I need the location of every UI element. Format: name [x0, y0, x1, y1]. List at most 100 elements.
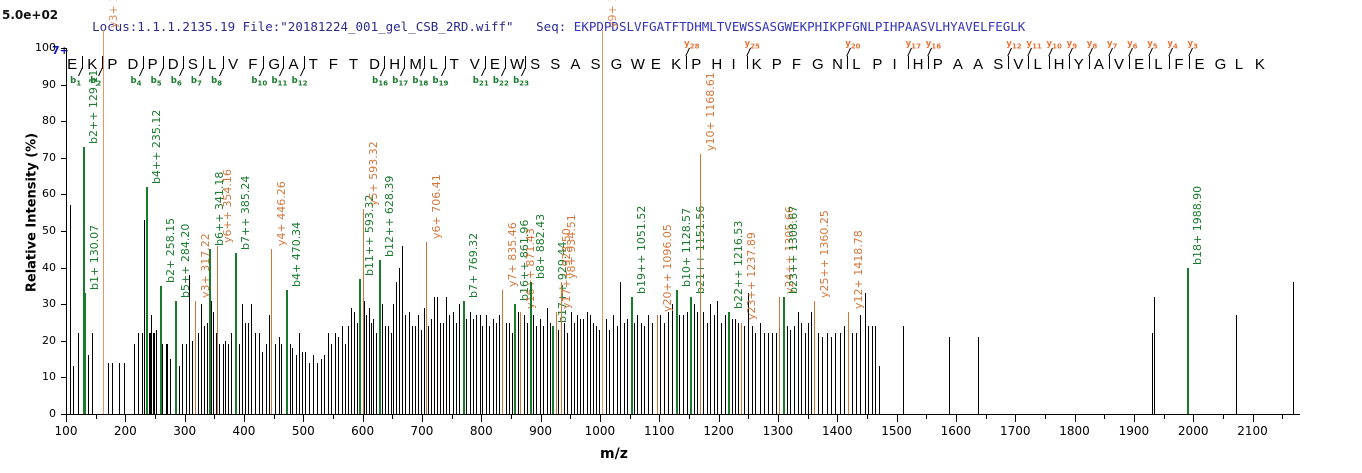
- peak-bar: [797, 311, 799, 414]
- y-axis-tick: [61, 157, 66, 159]
- peak-label: b12++ 628.39: [383, 175, 397, 258]
- peak-bar: [269, 315, 271, 414]
- peak-bar: [620, 282, 622, 414]
- peak-bar: [524, 315, 525, 414]
- x-axis-tick-label: 2100: [1237, 424, 1268, 438]
- peak-bar: [278, 337, 280, 414]
- b-ion-cleavage-tail: [138, 67, 144, 77]
- y-ion-cleavage-bar: [1108, 56, 1110, 69]
- peak-bar: [536, 326, 538, 414]
- x-axis-tick: [955, 415, 957, 422]
- peak-bar: [542, 326, 544, 414]
- peak-bar: [496, 322, 498, 414]
- peak-bar: [775, 333, 777, 414]
- sequence-residue: S: [187, 56, 198, 73]
- peak-label: y6++ 354.16: [220, 168, 234, 243]
- x-axis-minor-tick: [1044, 415, 1046, 419]
- y-ion-marker-label: y28: [684, 39, 700, 51]
- peak-bar: [69, 205, 71, 414]
- peak-bar: [864, 293, 866, 414]
- peak-bar: [817, 333, 819, 414]
- peak-bar: [165, 344, 167, 414]
- b-ion-cleavage-tail: [500, 67, 506, 77]
- b-ion-marker-label: b2: [90, 76, 102, 88]
- peak-bar: [152, 333, 154, 414]
- sequence-residue: H: [912, 56, 924, 73]
- sequence-residue: A: [952, 56, 963, 73]
- sequence-residue: D: [167, 56, 179, 73]
- y-axis-tick-label: 0: [49, 407, 56, 420]
- annotated-peak-bar: [362, 209, 364, 414]
- y-ion-cleavage-bar: [1008, 56, 1010, 69]
- peak-bar: [852, 333, 854, 414]
- x-axis-tick: [599, 415, 601, 422]
- peak-bar: [759, 322, 761, 414]
- annotated-peak-bar: [783, 296, 786, 414]
- peak-label: b10+ 1128.57: [680, 207, 694, 287]
- y-ion-cleavage-bar: [1189, 56, 1191, 69]
- peak-bar: [1235, 315, 1237, 414]
- sequence-residue: D: [127, 56, 139, 73]
- peak-bar: [623, 322, 625, 414]
- peak-bar: [292, 348, 294, 414]
- x-axis-tick-label: 800: [469, 424, 493, 438]
- sequence-residue: F: [248, 56, 258, 73]
- peak-bar: [706, 322, 708, 414]
- y-ion-cleavage-bar: [1149, 56, 1151, 69]
- sequence-residue: P: [147, 56, 158, 73]
- annotated-peak-bar: [520, 311, 522, 414]
- peak-bar: [567, 333, 569, 414]
- b-ion-cleavage-bar: [384, 56, 386, 69]
- peak-bar: [443, 322, 445, 414]
- annotated-peak-bar: [561, 282, 563, 414]
- peak-bar: [258, 333, 260, 414]
- peak-bar: [599, 329, 601, 414]
- peak-bar: [207, 322, 209, 414]
- b-ion-marker-label: b6: [170, 76, 182, 88]
- sequence-residue: P: [691, 56, 702, 73]
- x-axis-tick: [184, 415, 186, 422]
- annotated-peak-bar: [530, 282, 533, 414]
- peak-bar: [549, 322, 551, 414]
- precursor-marker-label: y9+ 1005.57: [606, 0, 619, 28]
- b-ion-marker-label: b19: [432, 76, 449, 88]
- peak-bar: [804, 333, 806, 414]
- peak-bar: [385, 326, 387, 414]
- y-ion-cleavage-bar: [1048, 56, 1050, 69]
- peak-bar: [672, 304, 674, 414]
- x-axis-title: m/z: [600, 446, 628, 462]
- b-ion-marker-label: b4: [130, 76, 142, 88]
- peak-bar: [811, 311, 813, 414]
- y-ion-marker-label: y4: [1167, 39, 1178, 51]
- peak-bar: [428, 326, 430, 414]
- y-ion-marker-label: y10: [1046, 39, 1062, 51]
- annotated-peak-bar: [502, 289, 504, 414]
- peak-bar: [731, 318, 733, 414]
- y-axis-line: [66, 48, 67, 415]
- sequence-residue: E: [1194, 56, 1205, 73]
- x-axis-tick: [1074, 415, 1076, 422]
- peak-bar: [73, 366, 75, 414]
- peak-bar: [211, 300, 213, 414]
- sequence-residue: S: [550, 56, 561, 73]
- peak-bar: [261, 351, 263, 414]
- peak-bar: [396, 282, 398, 414]
- y-axis-tick-label: 90: [42, 77, 56, 91]
- sequence-residue: Y: [1073, 56, 1084, 73]
- y-ion-cleavage-bar: [686, 56, 688, 69]
- peak-bar: [408, 311, 410, 414]
- sequence-residue: L: [1033, 56, 1042, 73]
- peak-bar: [151, 315, 153, 414]
- b-ion-cleavage-tail: [440, 67, 446, 77]
- x-axis-minor-tick: [1222, 415, 1224, 419]
- peak-bar: [238, 344, 240, 414]
- peak-bar: [793, 326, 795, 414]
- peak-bar: [856, 333, 858, 414]
- y-axis-tick: [61, 231, 66, 232]
- b-ion-cleavage-bar: [303, 56, 305, 69]
- peak-bar: [456, 322, 458, 414]
- sequence-residue: A: [570, 56, 581, 73]
- sequence-residue: G: [610, 56, 623, 73]
- peak-bar: [717, 300, 719, 414]
